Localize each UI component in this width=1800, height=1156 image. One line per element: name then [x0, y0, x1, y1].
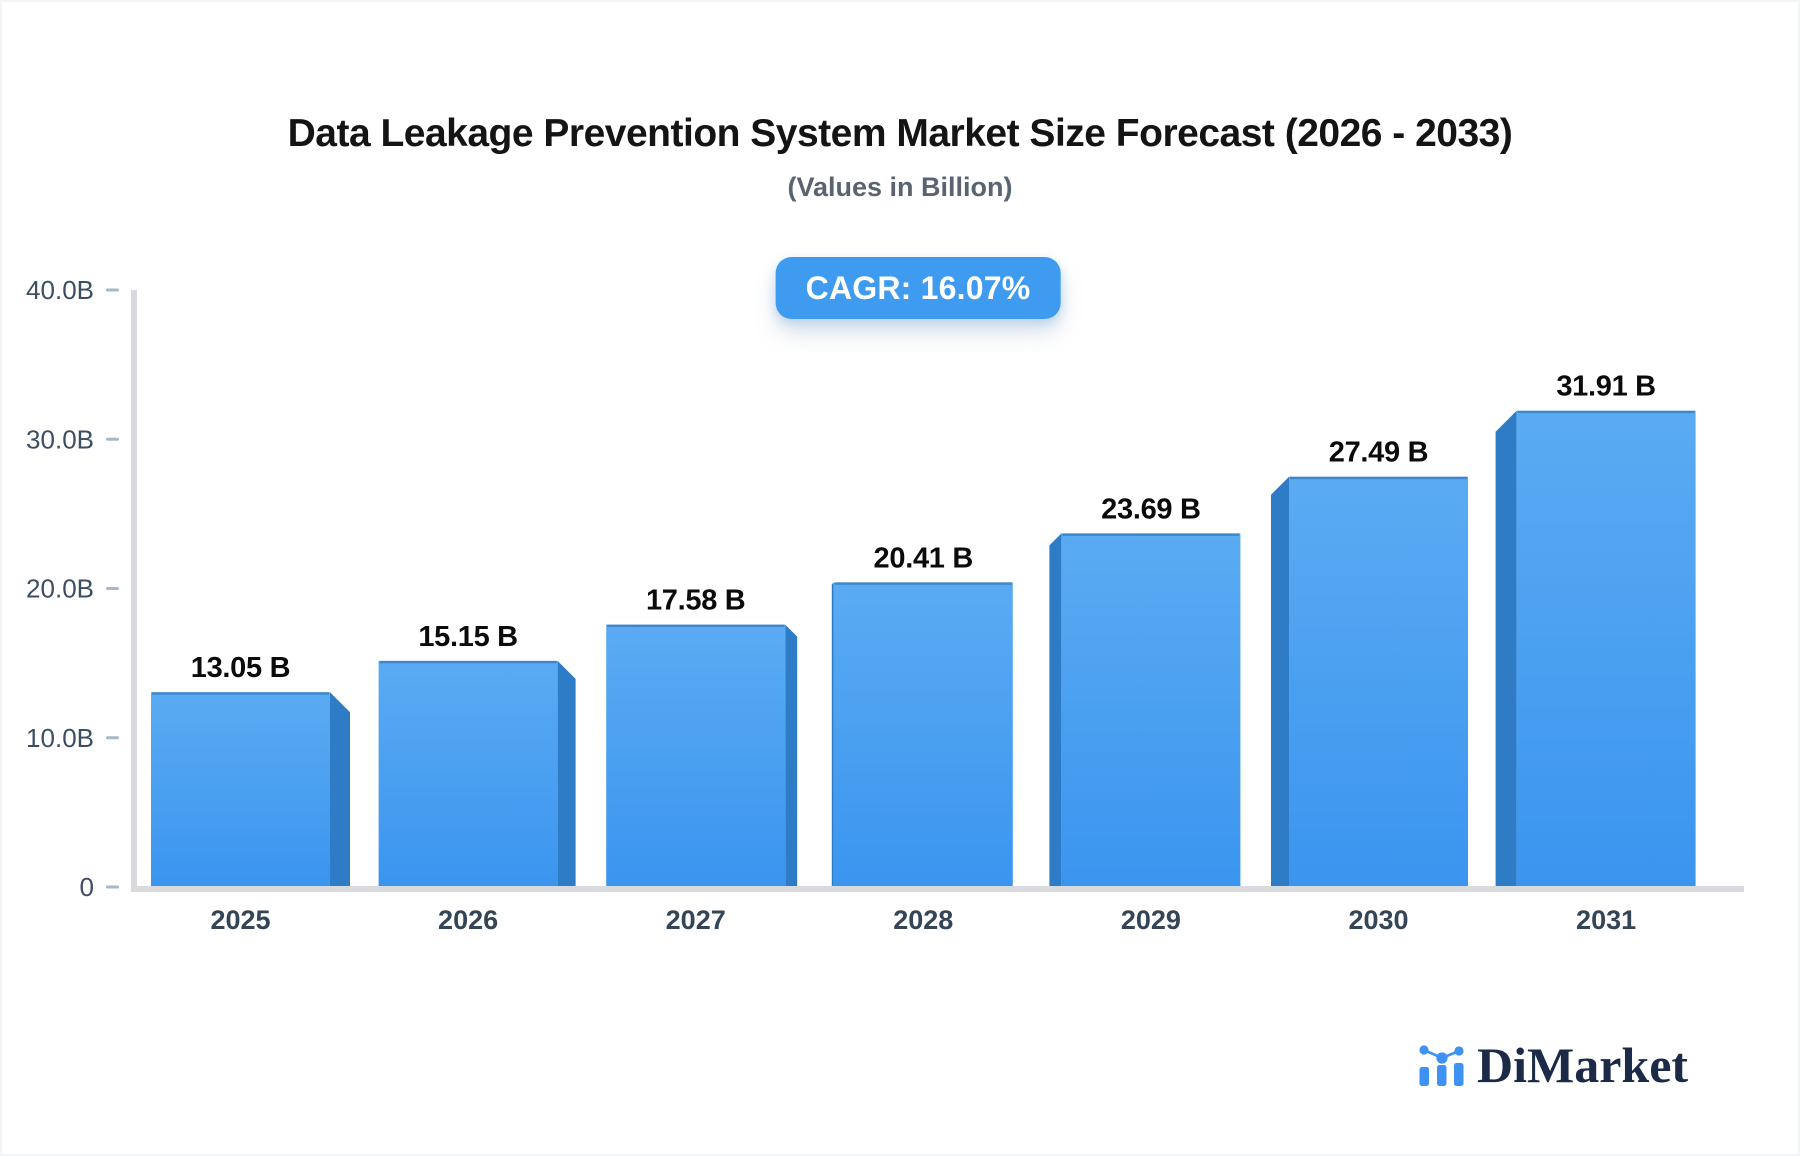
x-axis-category-label: 2028: [893, 905, 953, 935]
bar: [1516, 410, 1696, 887]
chart-subtitle: (Values in Billion): [787, 172, 1013, 202]
bar: [1289, 476, 1468, 887]
bar-side-face: [330, 692, 350, 887]
bar: [606, 624, 786, 887]
bar-side-face: [1271, 476, 1289, 887]
bar-value-label: 27.49 B: [1329, 437, 1428, 469]
x-axis-category-label: 2031: [1576, 905, 1636, 935]
y-axis-tick: [106, 587, 119, 590]
bar-line-chart-icon: [1419, 1045, 1464, 1086]
x-axis-category-label: 2027: [666, 905, 726, 935]
y-axis-tick-label: 30.0B: [26, 424, 94, 454]
bar-value-label: 17.58 B: [646, 585, 745, 617]
y-axis-tick: [106, 736, 119, 740]
bar-value-label: 23.69 B: [1101, 493, 1200, 525]
page-title: Data Leakage Prevention System Market Si…: [287, 112, 1513, 155]
bar-value-label: 13.05 B: [191, 652, 290, 684]
y-axis-tick-label: 0: [80, 872, 94, 902]
bar: [1061, 533, 1241, 887]
cagr-badge: CAGR: 16.07%: [775, 257, 1061, 319]
bar-side-face: [831, 582, 834, 887]
x-axis-line: [131, 886, 1744, 892]
y-axis-tick: [106, 437, 119, 441]
bar-value-label: 15.15 B: [418, 621, 517, 653]
bar: [151, 692, 330, 887]
x-axis-category-label: 2029: [1121, 905, 1181, 935]
y-axis-tick-label: 20.0B: [26, 574, 94, 604]
x-axis-category-label: 2025: [210, 905, 270, 935]
bar: [378, 660, 558, 887]
x-axis-category-label: 2030: [1348, 905, 1408, 935]
bar-side-face: [785, 624, 798, 887]
y-axis-tick-label: 40.0B: [26, 275, 94, 305]
y-axis-tick: [106, 885, 119, 889]
y-axis-line: [131, 290, 137, 892]
bar-side-face: [1495, 410, 1517, 887]
bar: [833, 582, 1013, 887]
y-axis-tick-label: 10.0B: [26, 723, 94, 753]
bar-side-face: [557, 660, 576, 887]
bar-side-face: [1049, 533, 1062, 887]
y-axis-tick: [106, 288, 119, 292]
bar-value-label: 20.41 B: [874, 542, 973, 574]
x-axis-category-label: 2026: [438, 905, 498, 935]
bar-value-label: 31.91 B: [1556, 371, 1655, 403]
brand-name: DiMarket: [1477, 1037, 1689, 1093]
brand-logo: DiMarket: [1417, 1040, 1688, 1090]
